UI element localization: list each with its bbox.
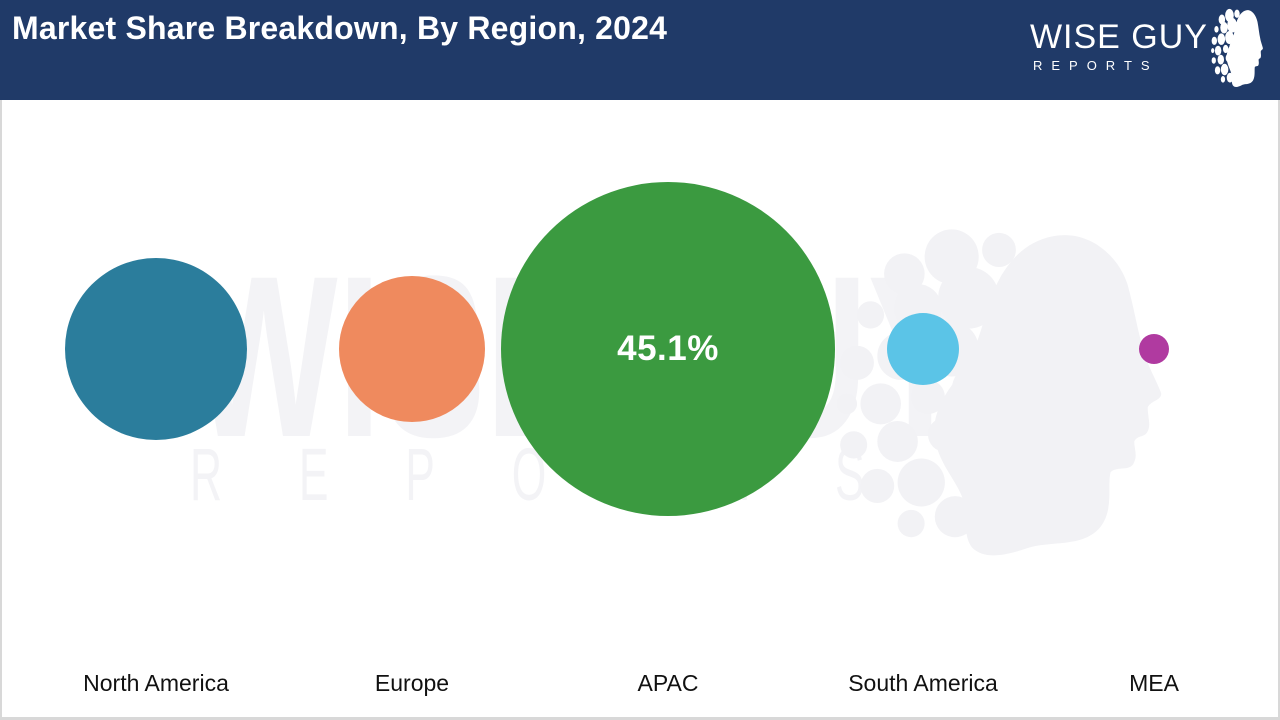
page-title: Market Share Breakdown, By Region, 2024 — [12, 10, 668, 46]
category-label-north-america: North America — [83, 670, 229, 696]
chart-panel: WISE GUY REPORTS 45.1% North AmericaEuro… — [0, 100, 1280, 720]
category-label-apac: APAC — [637, 670, 699, 696]
logo-wordmark-line1: WISE GUY — [1029, 18, 1208, 56]
bubble-apac: 45.1% — [501, 182, 835, 516]
bubble-value-label-apac: 45.1% — [617, 329, 719, 368]
category-label-south-america: South America — [848, 670, 998, 696]
logo-head-icon — [1211, 8, 1263, 87]
header: Market Share Breakdown, By Region, 2024 … — [0, 0, 1280, 100]
wise-guy-logo: WISE GUY REPORTS — [1030, 6, 1264, 90]
category-labels: North America Europe APAC South America MEA — [2, 100, 1278, 717]
bubble-north-america — [65, 258, 247, 440]
category-label-mea: MEA — [1129, 670, 1179, 696]
logo-wordmark: WISE GUY REPORTS — [1030, 20, 1208, 72]
logo-wordmark-line2: REPORTS — [1032, 58, 1159, 73]
category-label-europe: Europe — [374, 670, 450, 696]
bubble-europe — [339, 276, 485, 422]
